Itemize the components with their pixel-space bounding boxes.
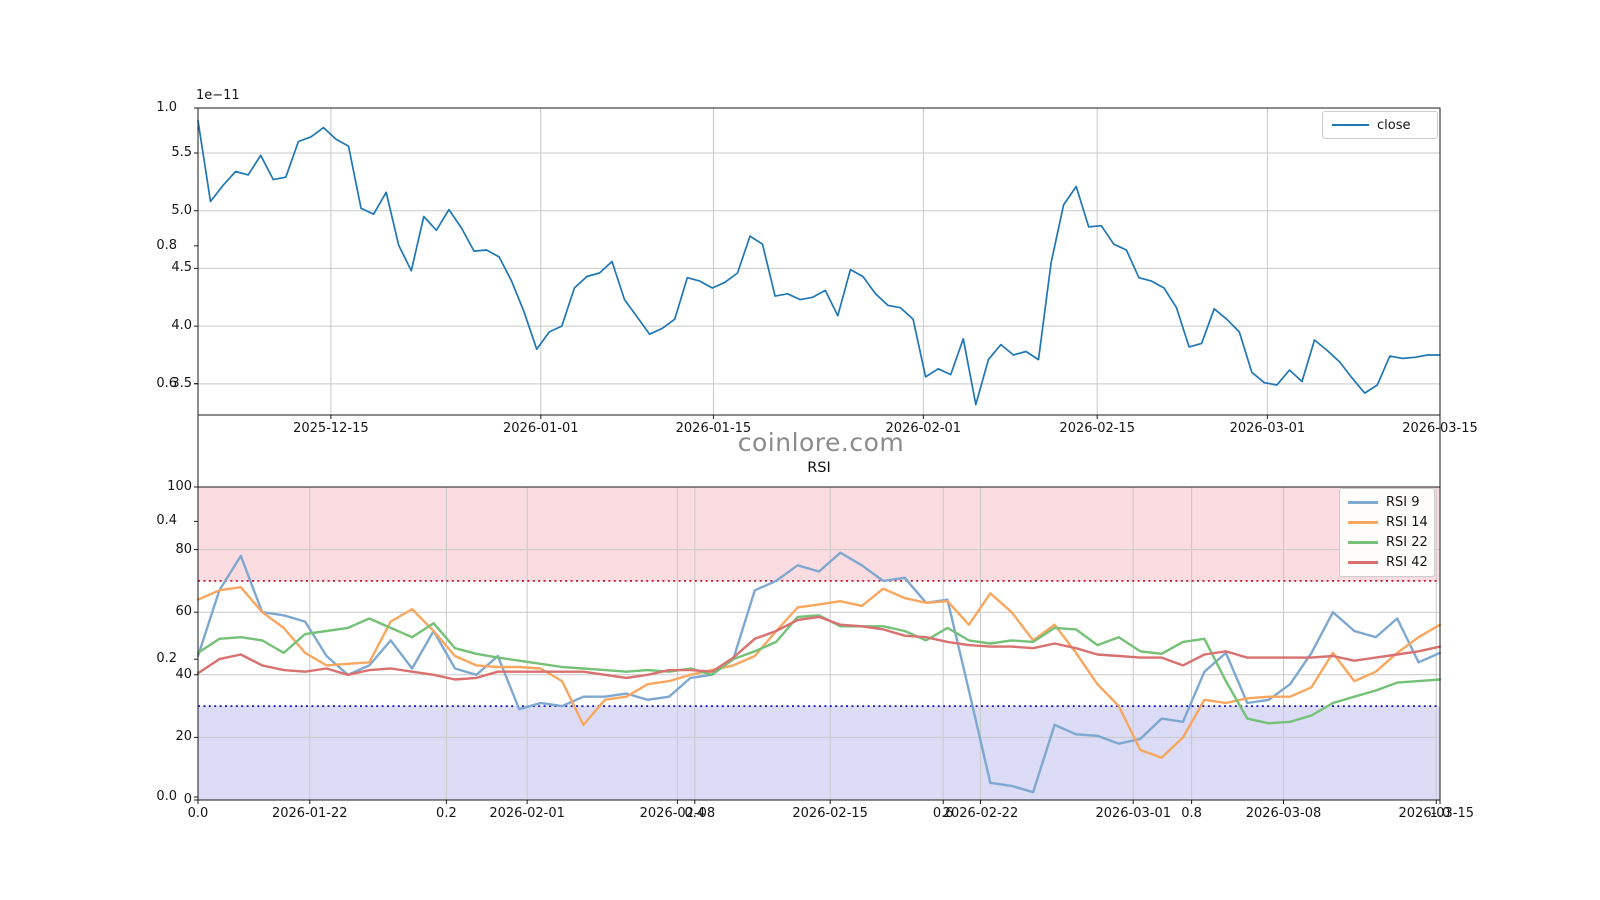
overlay-y-tick-label: 0.2 (156, 651, 177, 667)
overlay-y-tick-label: 0.6 (156, 375, 177, 391)
overlay-y-tick-label: 0.4 (156, 513, 177, 529)
legend-item-label: RSI 22 (1386, 535, 1428, 550)
legend-item: RSI 9 (1348, 493, 1432, 512)
rsi-y-tick-label: 40 (175, 666, 192, 682)
rsi-line-rsi14 (196, 586, 1442, 759)
price-y-tick-label: 4.5 (171, 260, 192, 276)
watermark: coinlore.com (737, 428, 905, 457)
rsi-y-tick-label: 60 (175, 604, 192, 620)
rsi-line-rsi9 (196, 551, 1442, 794)
rsi-axes-frame (197, 486, 1441, 801)
legend-line-swatch (1348, 501, 1378, 504)
rsi-y-tick-label: 80 (175, 541, 192, 557)
overlay-y-tick-label: 1.0 (156, 100, 177, 115)
price-x-tick-label: 2026-02-15 (1059, 421, 1135, 436)
rsi-x-tick-label: 2026-03-15 (1398, 806, 1475, 821)
rsi-x-tick-label: 2026-03-08 (1245, 806, 1322, 821)
legend-item-label: close (1377, 117, 1411, 133)
price-x-tick-label: 2025-12-15 (293, 421, 369, 436)
legend-item-label: RSI 9 (1386, 495, 1420, 510)
rsi-legend: RSI 9 RSI 14 RSI 22 RSI 42 (1339, 488, 1435, 577)
rsi-y-tick-label: 0 (183, 792, 192, 807)
legend-line-swatch (1348, 521, 1378, 524)
rsi-x-tick-label: 2026-02-15 (792, 806, 868, 821)
overlay-y-tick-label: 0.8 (156, 237, 177, 253)
rsi-line-rsi22 (196, 614, 1442, 725)
overlay-y-tick-label: 0.0 (156, 789, 177, 804)
overlay-x-tick-label: 0.2 (436, 806, 457, 821)
price-x-tick-label: 2026-02-01 (885, 421, 962, 436)
rsi-x-tick-label: 2026-02-22 (942, 806, 1019, 821)
price-legend: close (1322, 111, 1438, 139)
price-axes-frame (197, 107, 1441, 416)
overlay-x-tick-label: 0.4 (684, 806, 706, 821)
overlay-x-tick-label: 0.6 (932, 806, 954, 821)
price-y-tick-label: 5.5 (171, 145, 192, 160)
rsi-x-tick-label: 2026-01-22 (271, 806, 348, 821)
legend-item: close (1332, 116, 1432, 135)
overlay-x-tick-label: 0.8 (1181, 806, 1202, 821)
rsi-x-tick-label: 2026-02-01 (489, 806, 565, 821)
overlay-x-tick-label: 1.0 (1429, 806, 1451, 821)
rsi-chart-title: RSI (807, 460, 831, 476)
legend-line-swatch (1348, 561, 1378, 564)
legend-item: RSI 22 (1348, 533, 1432, 552)
rsi-y-tick-label: 20 (175, 729, 192, 745)
legend-item-label: RSI 42 (1386, 555, 1428, 570)
legend-item: RSI 14 (1348, 513, 1432, 532)
rsi-x-tick-label: 2026-03-01 (1095, 806, 1171, 821)
legend-item: RSI 42 (1348, 553, 1432, 572)
close-price-line (197, 119, 1441, 406)
overbought-band (198, 487, 1440, 581)
legend-item-label: RSI 14 (1386, 515, 1428, 530)
legend-line-swatch (1332, 124, 1369, 126)
price-x-tick-label: 2026-03-15 (1402, 421, 1478, 436)
price-x-tick-label: 2026-01-15 (675, 421, 752, 436)
y-axis-offset-label: 1e−11 (196, 88, 240, 103)
overlay-x-tick-label: 0.0 (187, 806, 209, 821)
price-x-tick-label: 2026-01-01 (503, 421, 579, 436)
price-y-tick-label: 4.0 (171, 318, 192, 334)
rsi-x-tick-label: 2026-02-08 (639, 806, 716, 821)
price-y-tick-label: 3.5 (171, 375, 192, 391)
legend-line-swatch (1348, 541, 1378, 544)
oversold-band (198, 706, 1440, 800)
rsi-y-tick-label: 100 (167, 479, 192, 494)
price-x-tick-label: 2026-03-01 (1229, 421, 1306, 436)
price-y-tick-label: 5.0 (171, 202, 192, 218)
rsi-line-rsi42 (196, 615, 1442, 681)
